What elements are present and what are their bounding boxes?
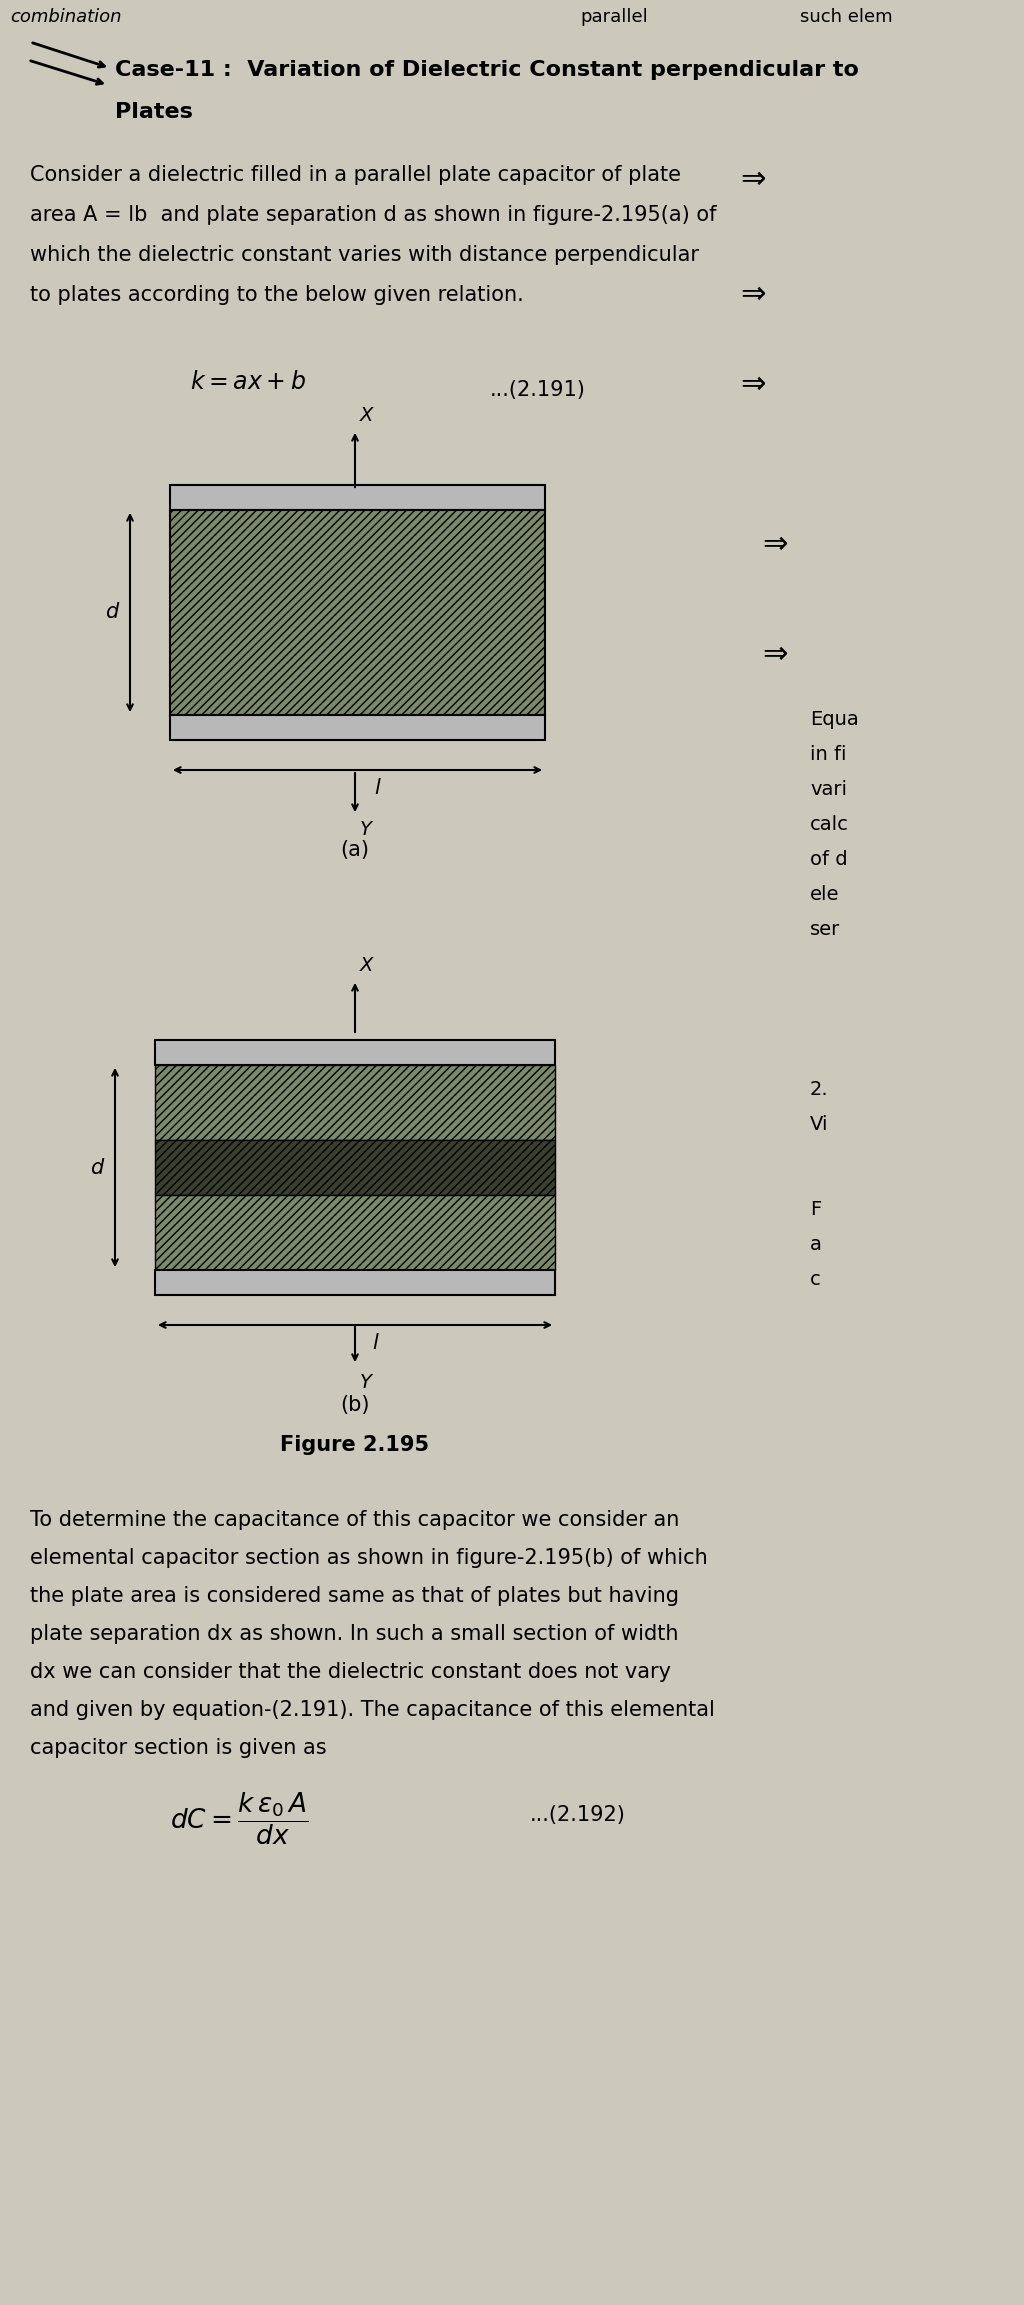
Bar (155, 1270, 555, 1295)
Text: ...(2.192): ...(2.192) (530, 1805, 626, 1826)
Text: the plate area is considered same as that of plates but having: the plate area is considered same as tha… (30, 1586, 679, 1607)
Text: capacitor section is given as: capacitor section is given as (30, 1738, 327, 1759)
Text: vari: vari (810, 779, 847, 800)
Text: dx we can consider that the dielectric constant does not vary: dx we can consider that the dielectric c… (30, 1662, 671, 1683)
Text: (a): (a) (341, 839, 370, 860)
Text: 2.: 2. (810, 1081, 828, 1099)
Text: Case-11 :  Variation of Dielectric Constant perpendicular to: Case-11 : Variation of Dielectric Consta… (115, 60, 859, 81)
Text: To determine the capacitance of this capacitor we consider an: To determine the capacitance of this cap… (30, 1510, 679, 1531)
Text: X: X (360, 957, 374, 975)
Text: (b): (b) (340, 1395, 370, 1415)
Text: such elem: such elem (800, 7, 893, 25)
Text: area A = lb  and plate separation d as shown in figure-2.195(a) of: area A = lb and plate separation d as sh… (30, 205, 717, 226)
Text: ser: ser (810, 920, 841, 938)
Text: $k = ax + b$: $k = ax + b$ (190, 371, 306, 394)
Text: d: d (105, 602, 119, 622)
Bar (170, 484, 545, 509)
Text: F: F (810, 1201, 821, 1219)
Bar (155, 1065, 555, 1141)
Bar (170, 509, 545, 715)
Text: in fi: in fi (810, 745, 847, 763)
Text: ⇒: ⇒ (762, 641, 787, 668)
Text: d: d (90, 1157, 103, 1178)
Text: ⇒: ⇒ (762, 530, 787, 560)
Text: parallel: parallel (580, 7, 648, 25)
Text: ...(2.191): ...(2.191) (490, 380, 586, 401)
Text: Vi: Vi (810, 1116, 828, 1134)
Text: $dC = \dfrac{k\,\epsilon_0\,A}{dx}$: $dC = \dfrac{k\,\epsilon_0\,A}{dx}$ (170, 1791, 308, 1846)
Text: Equa: Equa (810, 710, 859, 728)
Text: Figure 2.195: Figure 2.195 (281, 1436, 429, 1454)
Text: Y: Y (360, 1374, 372, 1392)
Text: l: l (375, 779, 380, 798)
Text: ele: ele (810, 885, 840, 904)
Text: elemental capacitor section as shown in figure-2.195(b) of which: elemental capacitor section as shown in … (30, 1549, 708, 1567)
Text: of d: of d (810, 851, 848, 869)
Text: combination: combination (10, 7, 122, 25)
Text: ⇒: ⇒ (740, 279, 766, 309)
Text: Y: Y (360, 821, 372, 839)
Bar (155, 1141, 555, 1194)
Text: to plates according to the below given relation.: to plates according to the below given r… (30, 286, 523, 304)
Text: Plates: Plates (115, 101, 193, 122)
Text: l: l (372, 1332, 378, 1353)
Text: ⇒: ⇒ (740, 371, 766, 399)
Text: and given by equation-(2.191). The capacitance of this elemental: and given by equation-(2.191). The capac… (30, 1701, 715, 1720)
Text: X: X (360, 406, 374, 424)
Text: plate separation dx as shown. In such a small section of width: plate separation dx as shown. In such a … (30, 1625, 679, 1643)
Text: c: c (810, 1270, 821, 1288)
Text: Consider a dielectric filled in a parallel plate capacitor of plate: Consider a dielectric filled in a parall… (30, 166, 681, 184)
Text: which the dielectric constant varies with distance perpendicular: which the dielectric constant varies wit… (30, 244, 699, 265)
Bar (170, 715, 545, 740)
Text: calc: calc (810, 816, 849, 834)
Text: a: a (810, 1235, 822, 1254)
Bar (155, 1194, 555, 1270)
Text: ⇒: ⇒ (740, 166, 766, 194)
Bar (155, 1040, 555, 1065)
